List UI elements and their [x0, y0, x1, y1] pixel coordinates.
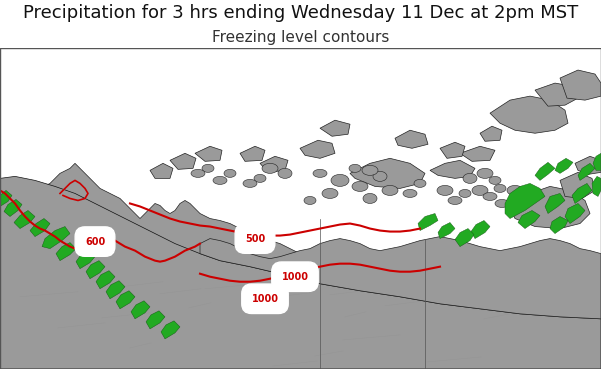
Text: 1000: 1000: [251, 294, 278, 304]
Ellipse shape: [373, 171, 387, 182]
Ellipse shape: [414, 179, 426, 187]
Ellipse shape: [489, 176, 501, 184]
Polygon shape: [200, 237, 601, 319]
Polygon shape: [320, 120, 350, 136]
Polygon shape: [76, 251, 95, 269]
Polygon shape: [560, 70, 601, 100]
Polygon shape: [490, 96, 568, 133]
Ellipse shape: [494, 184, 506, 193]
Polygon shape: [550, 217, 568, 234]
Ellipse shape: [363, 193, 377, 203]
Polygon shape: [0, 176, 601, 369]
Polygon shape: [42, 227, 70, 249]
Polygon shape: [593, 153, 601, 170]
Polygon shape: [0, 163, 601, 369]
Ellipse shape: [278, 168, 292, 178]
Polygon shape: [96, 271, 115, 289]
Text: Freezing level contours: Freezing level contours: [212, 30, 389, 45]
Polygon shape: [4, 200, 22, 217]
Text: 600: 600: [85, 237, 105, 246]
Ellipse shape: [349, 164, 361, 172]
Ellipse shape: [331, 175, 349, 186]
Ellipse shape: [403, 189, 417, 197]
Polygon shape: [535, 162, 555, 180]
Polygon shape: [161, 321, 180, 339]
Polygon shape: [116, 291, 135, 309]
Ellipse shape: [362, 165, 378, 175]
Polygon shape: [170, 153, 196, 169]
Ellipse shape: [507, 185, 523, 196]
Polygon shape: [545, 193, 565, 214]
Ellipse shape: [191, 169, 205, 177]
Polygon shape: [592, 176, 601, 196]
Ellipse shape: [477, 168, 493, 178]
Text: Precipitation for 3 hrs ending Wednesday 11 Dec at 2pm MST: Precipitation for 3 hrs ending Wednesday…: [23, 4, 578, 23]
Polygon shape: [106, 281, 125, 299]
Ellipse shape: [254, 175, 266, 182]
Polygon shape: [438, 223, 455, 239]
Polygon shape: [505, 183, 545, 218]
Polygon shape: [480, 126, 502, 141]
Ellipse shape: [495, 200, 509, 207]
Polygon shape: [195, 146, 222, 161]
Ellipse shape: [262, 163, 278, 173]
Ellipse shape: [519, 196, 531, 204]
Polygon shape: [240, 146, 265, 161]
Polygon shape: [510, 186, 590, 228]
Ellipse shape: [448, 196, 462, 204]
Ellipse shape: [304, 196, 316, 204]
Polygon shape: [86, 261, 105, 279]
Polygon shape: [471, 221, 490, 239]
Polygon shape: [131, 301, 150, 319]
Polygon shape: [300, 140, 335, 158]
Text: 1000: 1000: [281, 272, 308, 282]
Ellipse shape: [243, 179, 257, 187]
Ellipse shape: [322, 189, 338, 199]
Polygon shape: [460, 146, 495, 161]
Polygon shape: [430, 160, 475, 178]
Polygon shape: [418, 214, 438, 231]
Ellipse shape: [382, 185, 398, 196]
Ellipse shape: [483, 193, 497, 200]
Polygon shape: [146, 311, 165, 329]
Ellipse shape: [202, 164, 214, 172]
Polygon shape: [30, 218, 50, 237]
Polygon shape: [560, 172, 595, 199]
Polygon shape: [56, 242, 76, 261]
Polygon shape: [578, 163, 595, 180]
Ellipse shape: [459, 189, 471, 197]
Polygon shape: [150, 163, 173, 178]
Polygon shape: [350, 158, 425, 189]
Polygon shape: [395, 130, 428, 148]
Polygon shape: [555, 158, 573, 173]
Polygon shape: [0, 190, 12, 207]
Polygon shape: [572, 183, 592, 203]
Ellipse shape: [437, 185, 453, 196]
Polygon shape: [14, 210, 35, 228]
Polygon shape: [440, 142, 465, 158]
Polygon shape: [518, 210, 540, 228]
Polygon shape: [575, 156, 601, 175]
Ellipse shape: [224, 169, 236, 177]
Ellipse shape: [352, 182, 368, 192]
Polygon shape: [535, 83, 578, 106]
Text: 500: 500: [245, 234, 265, 244]
Polygon shape: [260, 156, 288, 172]
Ellipse shape: [463, 173, 477, 183]
Ellipse shape: [472, 185, 488, 196]
Polygon shape: [565, 203, 585, 224]
Ellipse shape: [313, 169, 327, 177]
Polygon shape: [455, 228, 474, 246]
Ellipse shape: [213, 176, 227, 184]
